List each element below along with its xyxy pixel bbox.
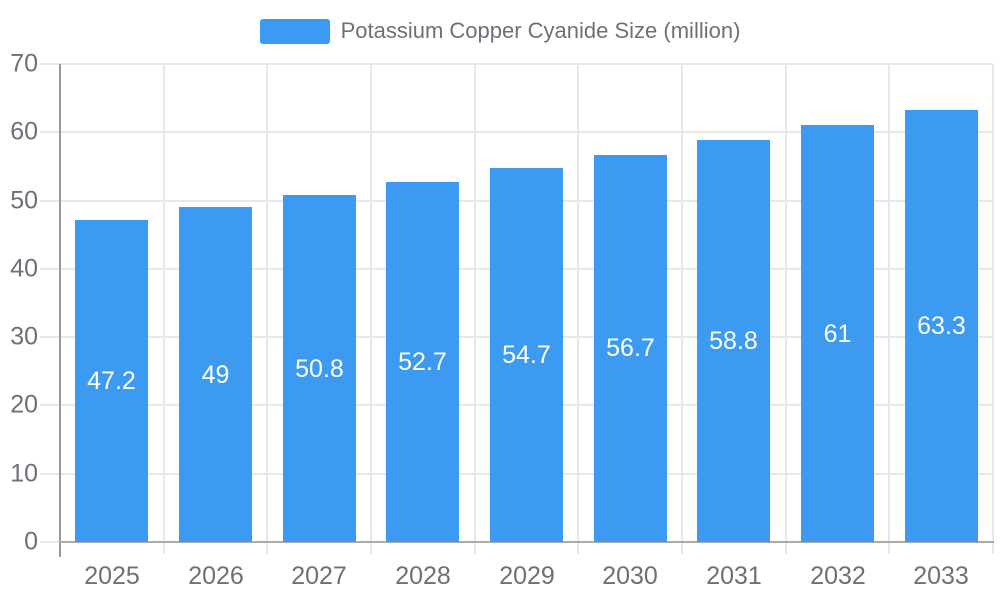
- bar[interactable]: [905, 110, 978, 542]
- y-axis-label: 10: [10, 459, 38, 488]
- y-axis-tick: [40, 473, 60, 475]
- bar[interactable]: [801, 125, 874, 542]
- bar[interactable]: [386, 182, 459, 542]
- x-axis-label: 2031: [706, 562, 762, 590]
- gridline-vertical: [888, 64, 890, 542]
- y-axis-label: 40: [10, 254, 38, 283]
- y-axis-label: 60: [10, 117, 38, 146]
- x-axis-tick: [681, 542, 683, 554]
- legend-item[interactable]: Potassium Copper Cyanide Size (million): [0, 16, 1000, 46]
- gridline-vertical: [785, 64, 787, 542]
- x-axis-label: 2032: [810, 562, 866, 590]
- gridline-horizontal: [60, 63, 993, 65]
- x-axis-label: 2030: [602, 562, 658, 590]
- x-axis-label: 2026: [188, 562, 244, 590]
- gridline-vertical: [266, 64, 268, 542]
- y-axis-tick: [40, 63, 60, 65]
- y-axis-tick: [40, 404, 60, 406]
- legend-label: Potassium Copper Cyanide Size (million): [340, 18, 741, 43]
- y-axis-tick: [40, 268, 60, 270]
- x-axis-tick: [577, 542, 579, 554]
- x-axis-label: 2029: [499, 562, 555, 590]
- y-axis-line: [59, 64, 61, 557]
- bar[interactable]: [179, 207, 252, 542]
- x-axis-tick: [163, 542, 165, 554]
- y-axis-label: 70: [10, 49, 38, 78]
- x-axis-label: 2027: [291, 562, 347, 590]
- legend-swatch: [259, 18, 330, 44]
- x-axis-tick: [474, 542, 476, 554]
- x-axis-line: [59, 541, 994, 543]
- y-axis-label: 20: [10, 390, 38, 419]
- gridline-vertical: [370, 64, 372, 542]
- gridline-vertical: [681, 64, 683, 542]
- y-axis-tick: [40, 336, 60, 338]
- x-axis-label: 2028: [395, 562, 451, 590]
- y-axis-label: 50: [10, 186, 38, 215]
- gridline-vertical: [992, 64, 994, 542]
- x-axis-tick: [266, 542, 268, 554]
- x-axis-tick: [370, 542, 372, 554]
- x-axis-tick: [888, 542, 890, 554]
- y-axis-tick: [40, 200, 60, 202]
- y-axis-tick: [40, 541, 60, 543]
- x-axis-tick: [992, 542, 994, 554]
- y-axis-label: 30: [10, 322, 38, 351]
- x-axis-label: 2033: [913, 562, 969, 590]
- gridline-vertical: [474, 64, 476, 542]
- bar[interactable]: [697, 140, 770, 542]
- gridline-vertical: [163, 64, 165, 542]
- y-axis-tick: [40, 131, 60, 133]
- x-axis-label: 2025: [84, 562, 140, 590]
- bar[interactable]: [490, 168, 563, 542]
- bar[interactable]: [283, 195, 356, 542]
- y-axis-label: 0: [24, 527, 38, 556]
- gridline-horizontal: [60, 131, 993, 133]
- bar[interactable]: [75, 220, 148, 542]
- x-axis-tick: [785, 542, 787, 554]
- gridline-vertical: [577, 64, 579, 542]
- bar[interactable]: [594, 155, 667, 542]
